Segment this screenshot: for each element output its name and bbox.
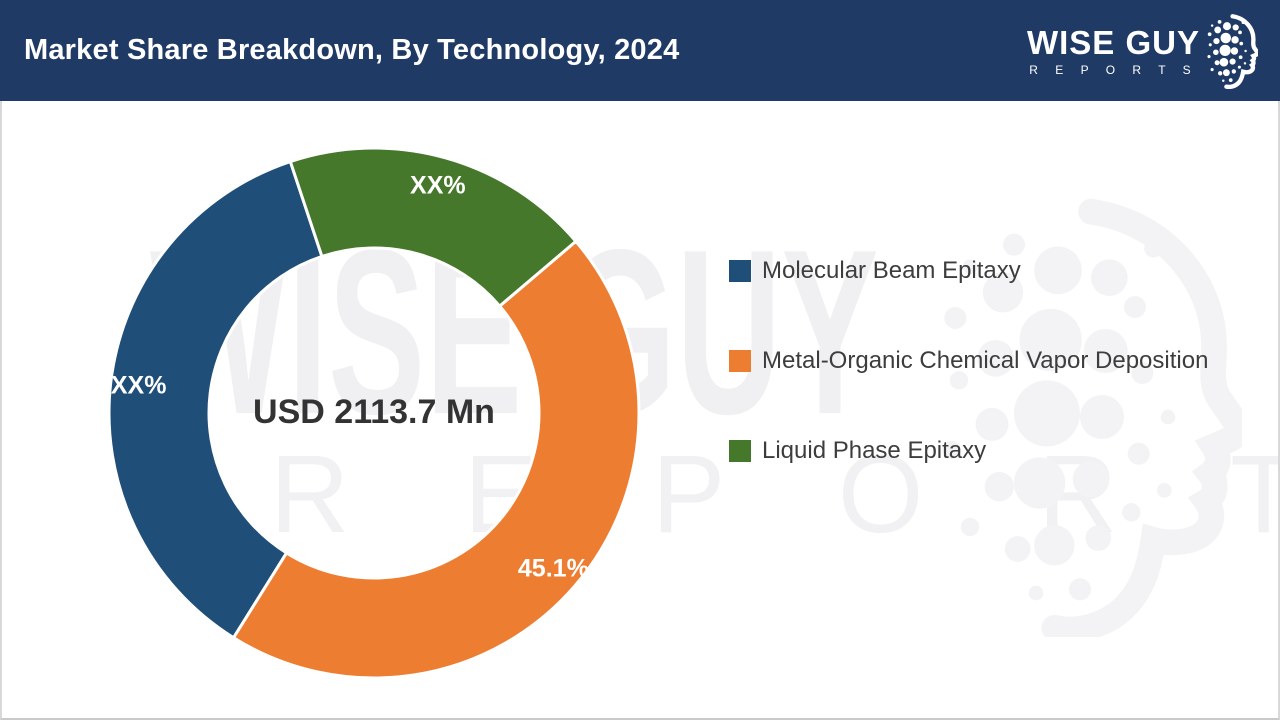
donut-slice-metal-organic-chemical-vapor-deposition [231, 239, 641, 680]
legend-item: Liquid Phase Epitaxy [729, 436, 1208, 466]
legend-item: Metal-Organic Chemical Vapor Deposition [729, 346, 1208, 376]
content-area: WISE GUY R E P O R T S XX%XX%45.1% USD 2… [0, 101, 1280, 720]
logo-head-icon [1196, 13, 1258, 89]
legend-label: Molecular Beam Epitaxy [762, 257, 1021, 284]
slice-label: XX% [111, 372, 167, 400]
slice-label: XX% [410, 172, 466, 200]
legend-swatch [729, 440, 751, 462]
donut-slice-molecular-beam-epitaxy [107, 159, 324, 640]
donut-center-label: USD 2113.7 Mn [253, 393, 495, 431]
legend-label: Liquid Phase Epitaxy [762, 437, 987, 464]
donut-slice-liquid-phase-epitaxy [288, 146, 579, 309]
page-title: Market Share Breakdown, By Technology, 2… [24, 34, 680, 66]
logo-text: WISE GUY R E P O R T S [1027, 26, 1200, 76]
legend-swatch [729, 260, 751, 282]
legend: Molecular Beam Epitaxy Metal-Organic Chem… [729, 256, 1208, 466]
header: Market Share Breakdown, By Technology, 2… [0, 0, 1280, 101]
legend-item: Molecular Beam Epitaxy [729, 256, 1208, 286]
slice-label: 45.1% [518, 555, 589, 583]
legend-label: Metal-Organic Chemical Vapor Deposition [762, 347, 1209, 374]
logo-reports-text: R E P O R T S [1029, 62, 1198, 77]
logo-wiseguy-text: WISE GUY [1026, 23, 1200, 61]
legend-swatch [729, 350, 751, 372]
logo: WISE GUY R E P O R T S [1027, 13, 1258, 89]
donut-chart: XX% XX% 45.1% [107, 146, 641, 680]
